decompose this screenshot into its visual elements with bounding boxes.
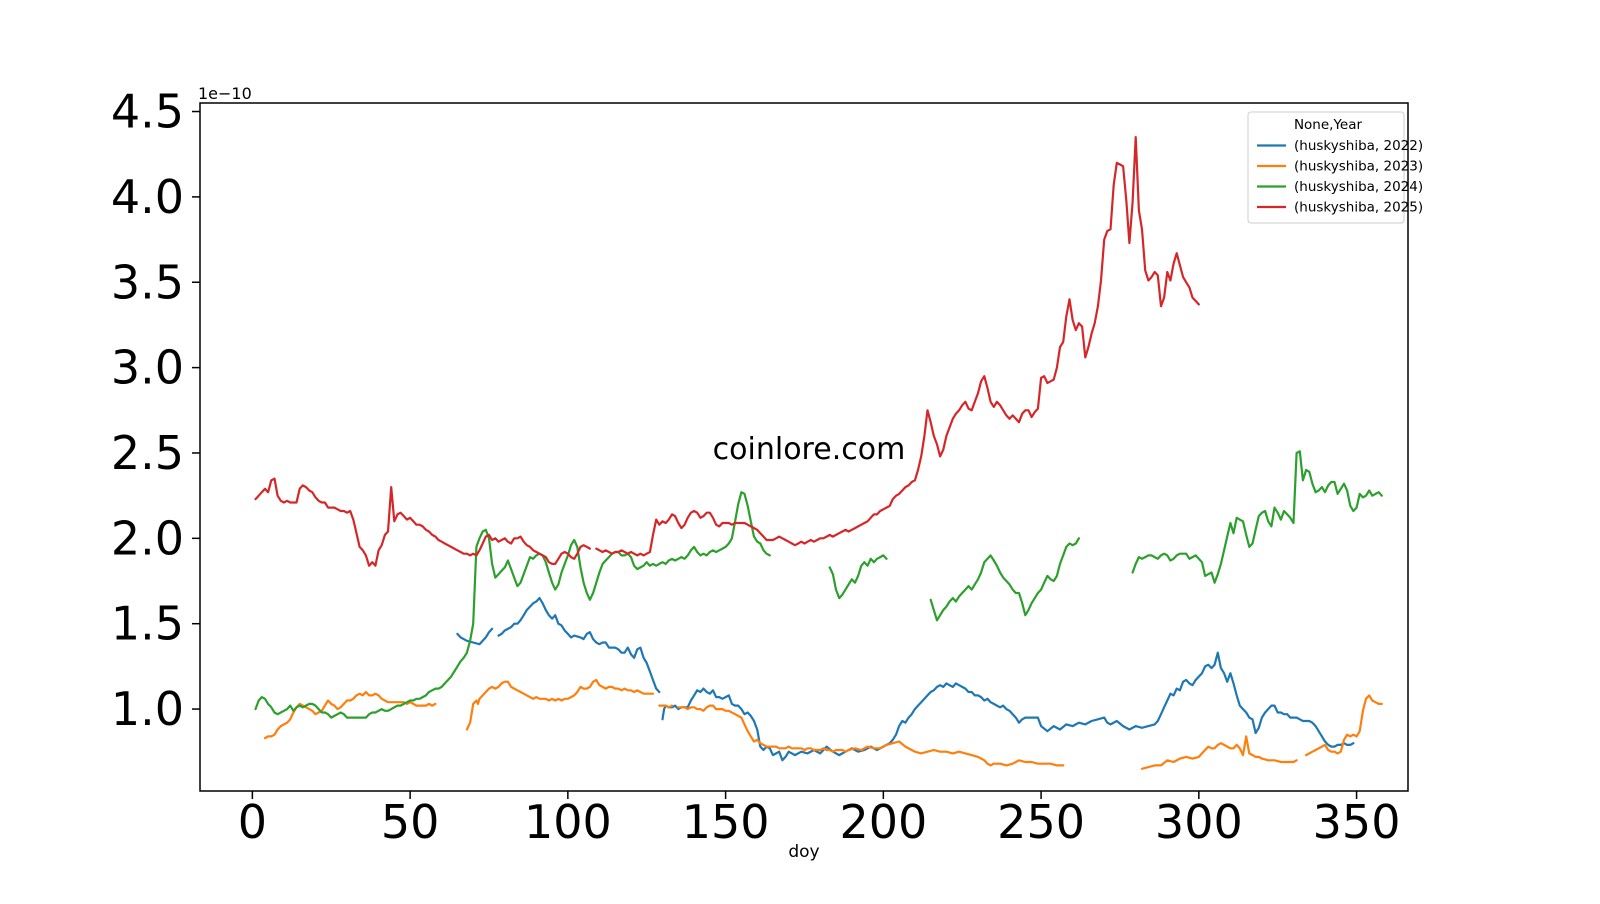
x-tick-label: 0 [238,795,267,849]
x-tick-label: 150 [682,795,770,849]
series-line-2025 [254,136,1200,567]
y-tick-label: 1.0 [111,682,184,736]
plot-border [199,102,1409,792]
watermark: coinlore.com [713,432,906,467]
y-tick-label: 2.0 [111,511,184,565]
legend-entry-label: (huskyshiba, 2022) [1294,138,1423,154]
x-tick-label: 100 [524,795,612,849]
watermark-text: coinlore.com [713,432,906,467]
x-tick-label: 350 [1313,795,1401,849]
series-line-2024 [254,450,1383,719]
y-tick-label: 3.0 [111,341,184,395]
legend-entry-label: (huskyshiba, 2024) [1294,179,1423,195]
y-tick-label: 4.5 [111,85,184,139]
legend-title: None,Year [1294,117,1363,133]
x-tick-label: 50 [381,795,440,849]
legend: None,Year (huskyshiba, 2022) (huskyshiba, … [1247,111,1423,224]
series-line-2022 [456,597,1355,762]
series-lines [254,136,1383,770]
series-line-2023 [263,678,1383,770]
legend-entry-label: (huskyshiba, 2023) [1294,159,1423,175]
x-tick-label: 250 [997,795,1085,849]
y-tick-label: 4.0 [111,170,184,224]
y-tick-label: 2.5 [111,426,184,480]
legend-box [1247,111,1405,224]
x-tick-label: 300 [1155,795,1243,849]
y-tick-label: 3.5 [111,255,184,309]
x-tick-label: 200 [839,795,927,849]
y-axis-offset-text: 1e−10 [198,84,252,103]
legend-entry-label: (huskyshiba, 2025) [1294,200,1423,216]
axes: 0 50 100 150 200 250 300 350 1.0 1.5 2.0 2.5 3.0 3.5 4… [111,84,1409,862]
x-axis-label: doy [788,842,819,862]
y-tick-label: 1.5 [111,597,184,651]
